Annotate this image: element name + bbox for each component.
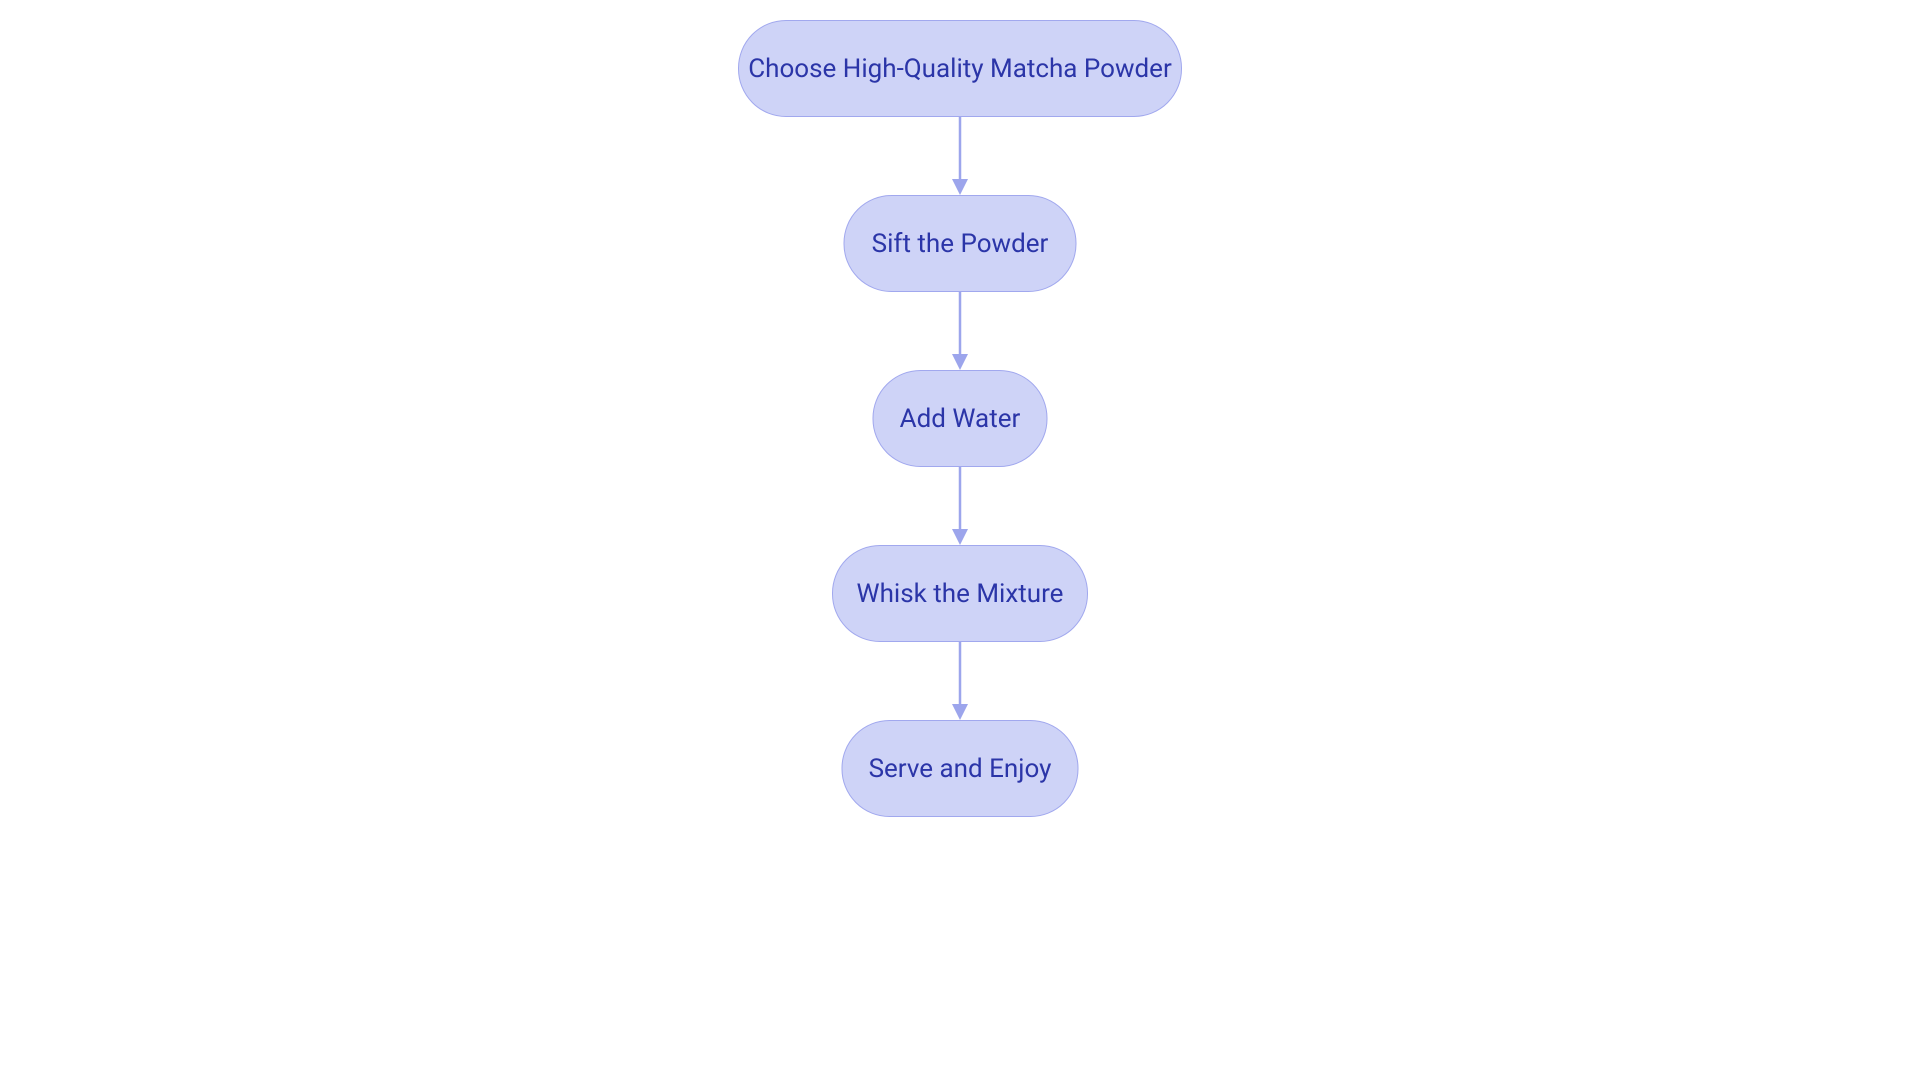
flowchart-node: Choose High-Quality Matcha Powder [738, 20, 1182, 117]
flowchart-arrow [948, 467, 972, 549]
flowchart-arrow [948, 117, 972, 199]
flowchart-node: Sift the Powder [844, 195, 1077, 292]
node-label: Add Water [900, 404, 1021, 434]
flowchart-node: Whisk the Mixture [832, 545, 1088, 642]
node-label: Serve and Enjoy [869, 754, 1052, 784]
node-label: Sift the Powder [872, 229, 1049, 259]
flowchart-arrow [948, 292, 972, 374]
node-label: Whisk the Mixture [857, 579, 1064, 609]
flowchart-node: Serve and Enjoy [842, 720, 1079, 817]
node-label: Choose High-Quality Matcha Powder [748, 54, 1172, 84]
flowchart-node: Add Water [873, 370, 1048, 467]
flowchart-arrow [948, 642, 972, 724]
flowchart-container: Choose High-Quality Matcha Powder Sift th… [480, 10, 1440, 830]
